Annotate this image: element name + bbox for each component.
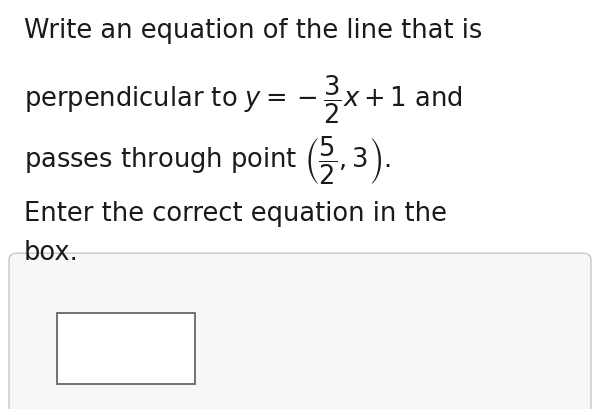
Text: perpendicular to $y = -\dfrac{3}{2}x + 1$ and: perpendicular to $y = -\dfrac{3}{2}x + 1… — [24, 74, 463, 126]
Text: passes through point $\left(\dfrac{5}{2}, 3\right).$: passes through point $\left(\dfrac{5}{2}… — [24, 135, 391, 187]
FancyBboxPatch shape — [9, 254, 591, 409]
FancyBboxPatch shape — [57, 313, 195, 384]
Text: Write an equation of the line that is: Write an equation of the line that is — [24, 18, 482, 44]
Text: Enter the correct equation in the: Enter the correct equation in the — [24, 200, 447, 226]
Text: box.: box. — [24, 239, 79, 265]
